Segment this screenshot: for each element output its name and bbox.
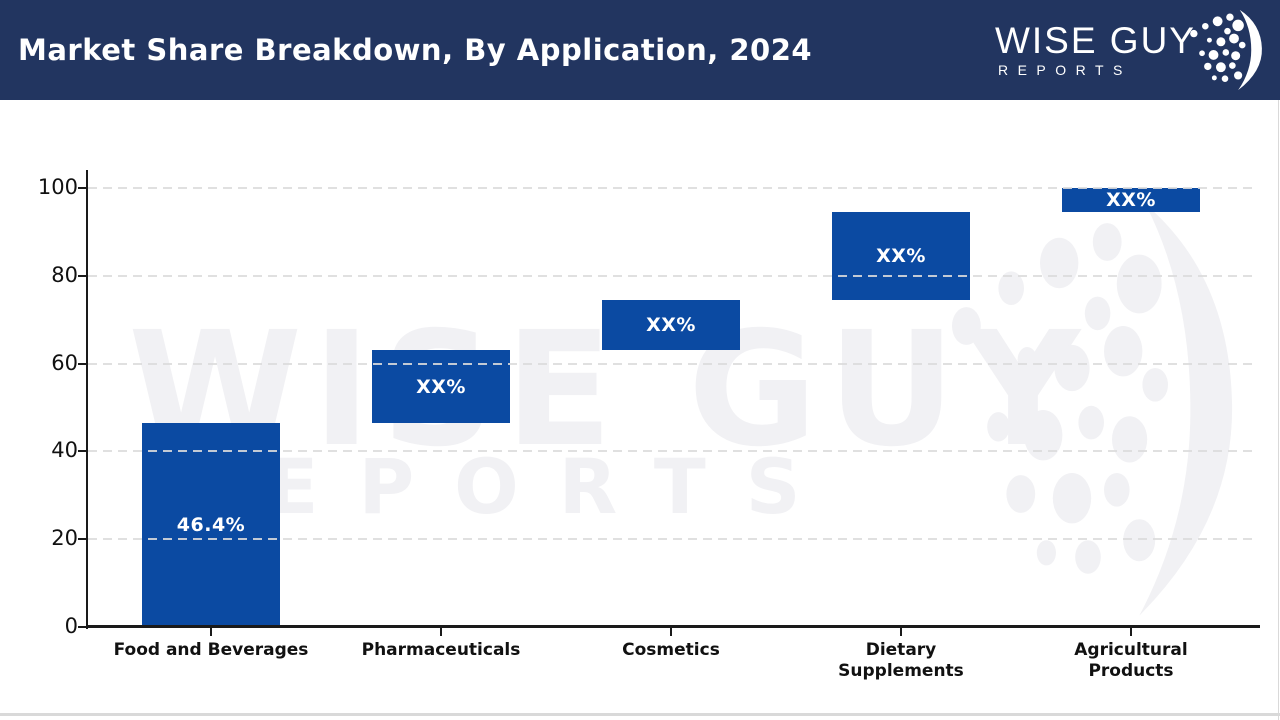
gridline	[88, 187, 1258, 189]
bar-value-label: XX%	[1106, 189, 1156, 212]
page-title: Market Share Breakdown, By Application, …	[18, 33, 813, 67]
x-tick-mark	[210, 628, 212, 636]
gridline	[88, 450, 1258, 453]
logo-wordmark: WISE GUY	[994, 20, 1196, 61]
gridline	[88, 274, 1258, 277]
right-divider	[1278, 100, 1279, 720]
bottom-divider	[0, 713, 1280, 716]
y-tick-mark	[78, 187, 86, 189]
bar: 46.4%	[142, 423, 280, 627]
x-tick-mark	[1130, 628, 1132, 636]
x-axis-line	[86, 625, 1260, 628]
x-category-label: Agricultural Products	[1074, 640, 1188, 681]
y-tick-label: 0	[64, 614, 78, 638]
gridline	[88, 538, 1258, 541]
x-category-label: Food and Beverages	[113, 640, 309, 660]
bar: XX%	[372, 350, 510, 424]
y-tick-mark	[78, 626, 86, 628]
y-tick-label: 60	[51, 350, 78, 375]
bar-value-label: XX%	[416, 375, 466, 398]
y-tick-mark	[78, 450, 86, 453]
bar-value-label: XX%	[876, 245, 926, 268]
logo-face-icon	[1190, 9, 1262, 91]
bar: XX%	[832, 212, 970, 300]
x-category-label: Pharmaceuticals	[361, 640, 521, 660]
y-tick-label: 20	[51, 526, 78, 551]
logo-text: WISE GUY REPORTS	[995, 22, 1196, 78]
gridline	[88, 362, 1258, 365]
wise-guy-reports-logo: WISE GUY REPORTS	[995, 0, 1266, 100]
bar-value-label: 46.4%	[176, 514, 246, 537]
watermark-face-icon	[952, 204, 1233, 616]
bar: XX%	[1062, 188, 1200, 213]
logo-subtitle: REPORTS	[997, 62, 1132, 78]
bar-value-label: XX%	[646, 314, 696, 337]
y-tick-mark	[78, 538, 86, 541]
x-category-label: Cosmetics	[622, 640, 720, 660]
x-tick-mark	[440, 628, 442, 636]
x-tick-mark	[900, 628, 902, 636]
bar: XX%	[602, 299, 740, 351]
y-tick-label: 100	[37, 175, 78, 199]
x-tick-mark	[670, 628, 672, 636]
header-bar: Market Share Breakdown, By Application, …	[0, 0, 1280, 100]
y-tick-label: 80	[51, 262, 78, 287]
y-tick-mark	[78, 274, 86, 277]
y-tick-label: 40	[51, 438, 78, 463]
y-tick-mark	[78, 362, 86, 365]
y-axis-line	[86, 170, 88, 629]
x-category-label: Dietary Supplements	[838, 640, 964, 681]
